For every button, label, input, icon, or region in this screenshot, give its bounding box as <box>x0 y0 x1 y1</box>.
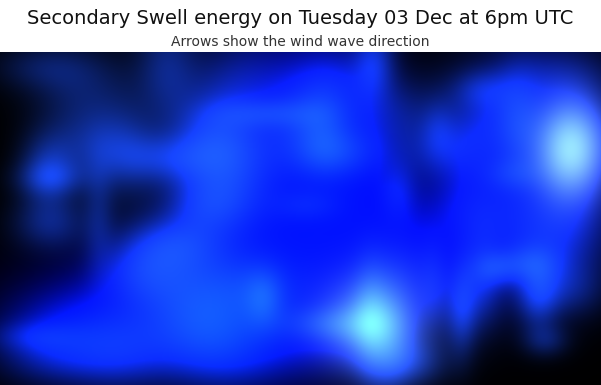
Text: Arrows show the wind wave direction: Arrows show the wind wave direction <box>171 35 430 49</box>
Text: Secondary Swell energy on Tuesday 03 Dec at 6pm UTC: Secondary Swell energy on Tuesday 03 Dec… <box>27 9 574 28</box>
